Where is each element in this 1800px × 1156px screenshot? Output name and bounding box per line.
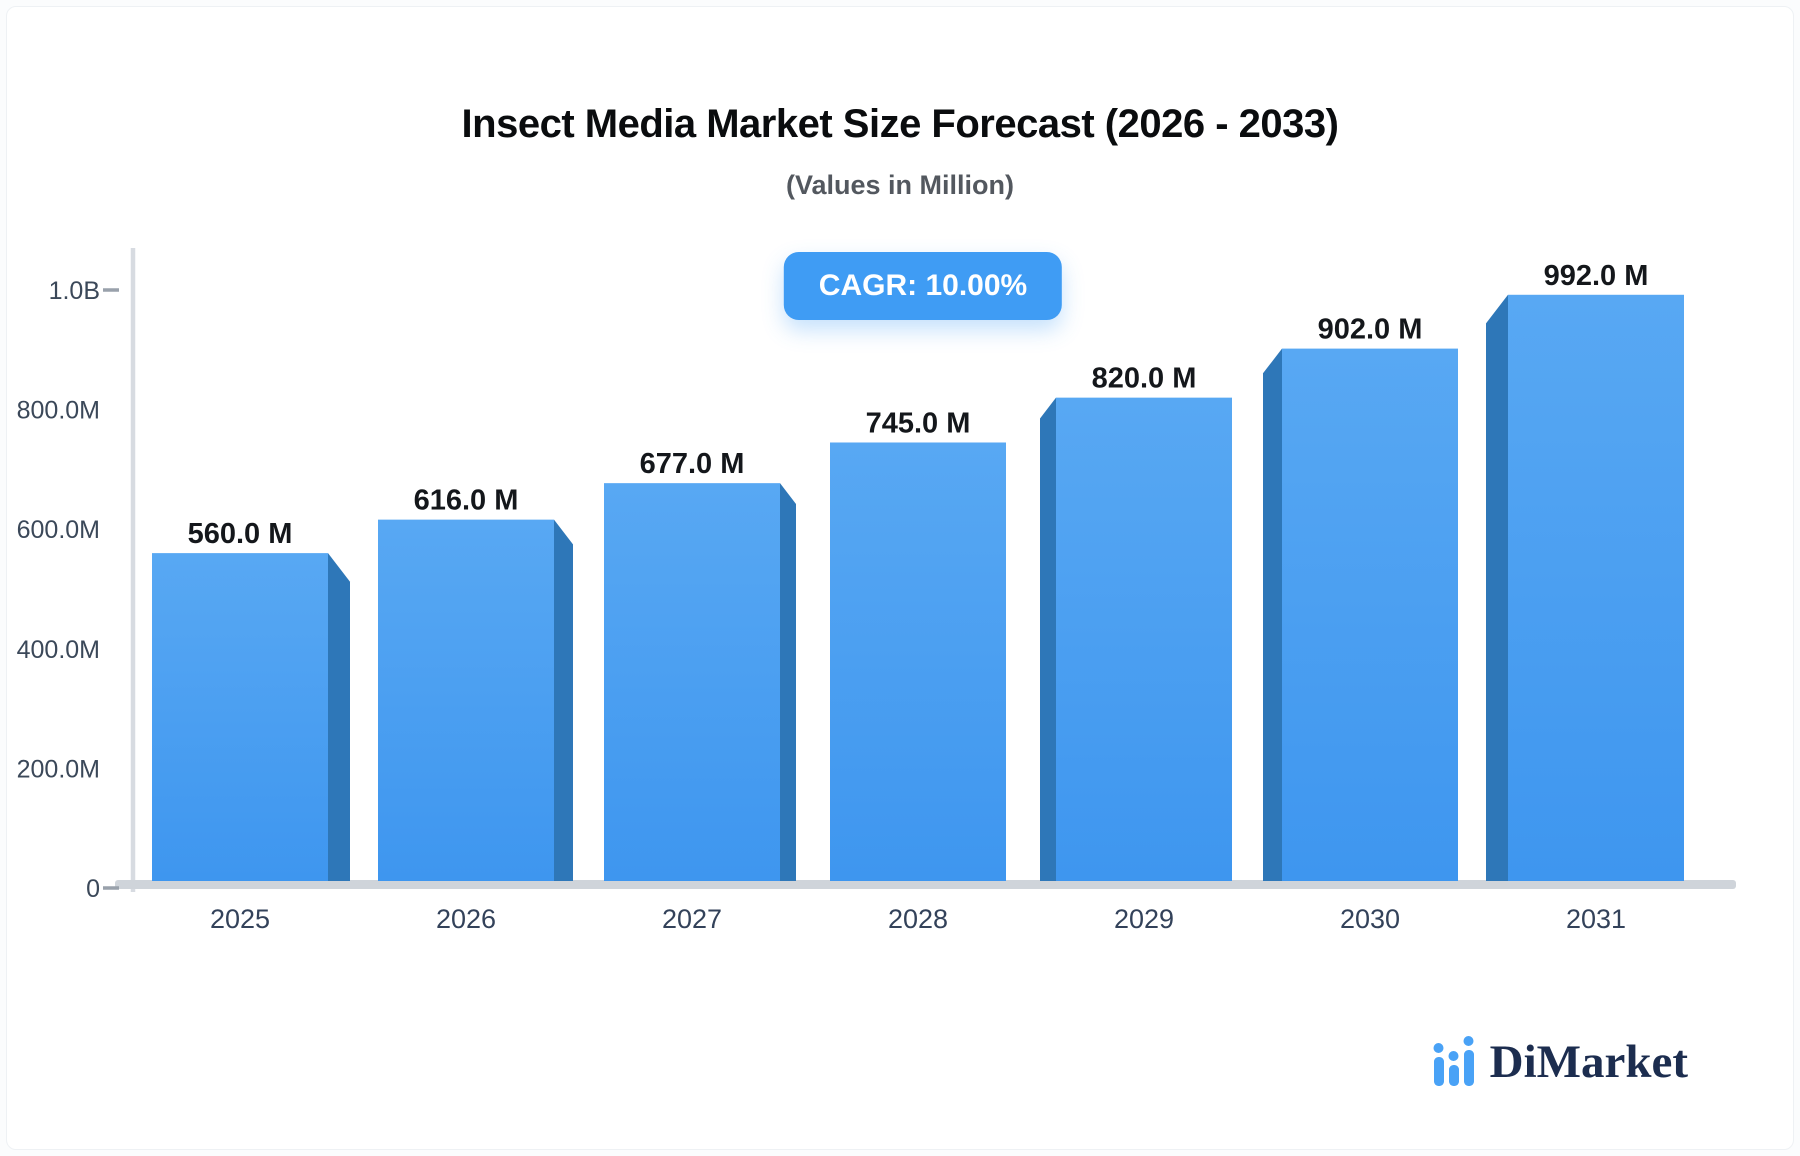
bar-value-label: 677.0 M (640, 448, 745, 480)
bar-side-face (1040, 397, 1056, 881)
bar-side-face (554, 519, 573, 881)
y-tick-label: 1.0B (49, 277, 100, 305)
bar (152, 553, 328, 881)
bar-side-face (328, 553, 350, 881)
bar-side-face (780, 483, 796, 881)
bar-value-label: 560.0 M (188, 518, 293, 550)
bar-value-label: 820.0 M (1092, 363, 1197, 395)
x-tick-label: 2031 (1566, 904, 1626, 934)
x-axis-baseline (115, 880, 1736, 889)
bar-value-label: 992.0 M (1544, 260, 1649, 292)
bar-value-label: 745.0 M (866, 407, 971, 439)
x-tick-label: 2027 (662, 904, 722, 934)
x-tick-label: 2030 (1340, 904, 1400, 934)
cagr-badge: CAGR: 10.00% (783, 252, 1063, 320)
bar (604, 483, 780, 881)
bar-value-label: 902.0 M (1318, 314, 1423, 346)
y-tick-label: 200.0M (17, 755, 100, 783)
bar (378, 519, 554, 881)
dimarket-logo-icon (1433, 1036, 1474, 1086)
y-tick-label: 0 (86, 875, 100, 903)
bar (1282, 348, 1458, 881)
bar-side-face (1263, 348, 1282, 881)
x-tick-label: 2028 (888, 904, 948, 934)
y-tick-label: 400.0M (17, 636, 100, 664)
x-tick-label: 2026 (436, 904, 496, 934)
y-tick-label: 600.0M (17, 516, 100, 544)
brand-logo: DiMarket (1433, 1034, 1688, 1086)
bar-value-label: 616.0 M (414, 485, 519, 517)
y-tick-label: 800.0M (17, 397, 100, 425)
bar (830, 442, 1006, 881)
x-tick-label: 2025 (210, 904, 270, 934)
x-tick-label: 2029 (1114, 904, 1174, 934)
bar (1056, 397, 1232, 881)
chart-subtitle: (Values in Million) (785, 170, 1015, 200)
chart-title: Insect Media Market Size Forecast (2026 … (461, 102, 1339, 146)
brand-name: DiMarket (1489, 1036, 1688, 1088)
bar-side-face (1486, 294, 1508, 881)
bar (1508, 294, 1684, 881)
